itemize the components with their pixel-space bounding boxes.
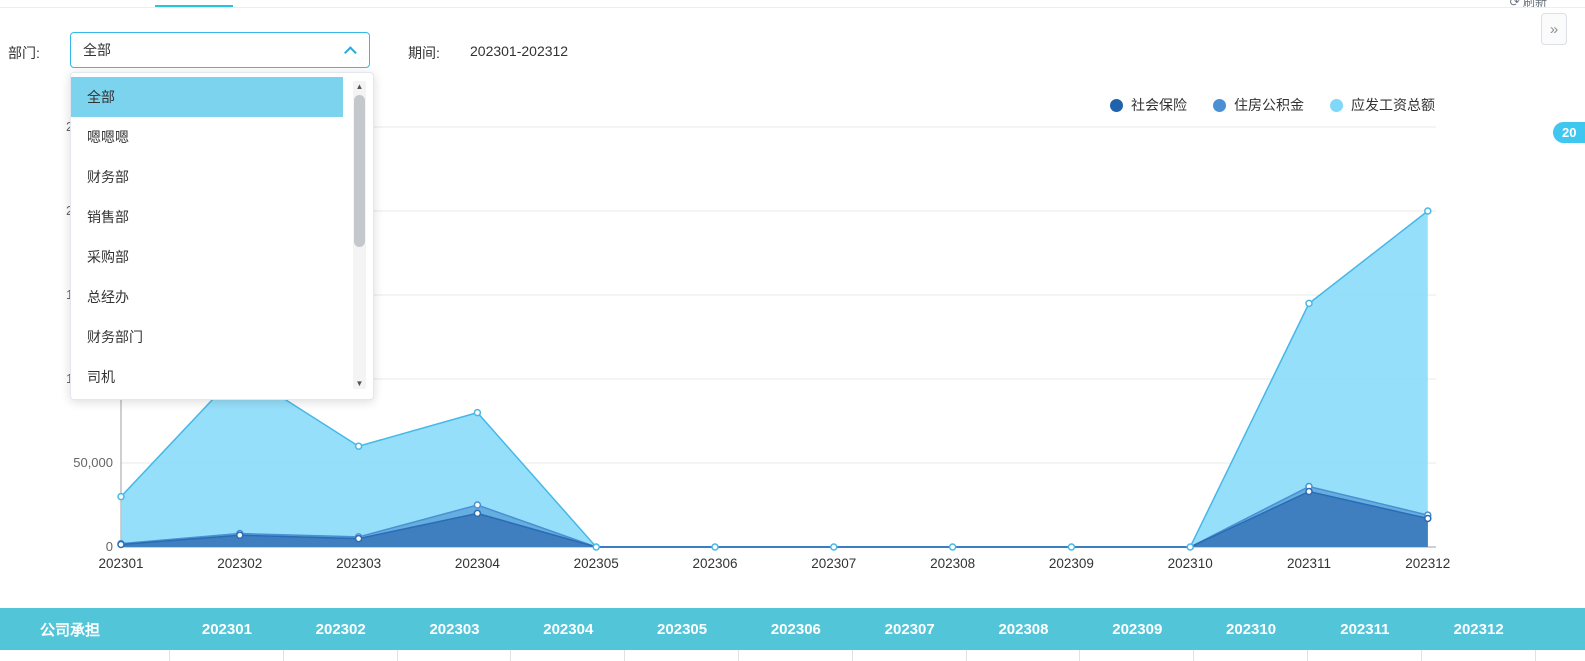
table-header-cell: 202309 [1112,620,1163,638]
svg-text:202311: 202311 [1287,556,1331,571]
dropdown-item-3[interactable]: 销售部 [87,209,129,225]
legend-dot-icon [1213,98,1226,112]
scroll-down-icon[interactable]: ▼ [355,379,364,388]
table-cell [1422,650,1536,661]
side-marker-badge: 20 [1553,122,1585,143]
svg-text:202307: 202307 [811,556,856,571]
table-cell [1080,650,1195,661]
svg-text:202305: 202305 [574,556,619,571]
table-header-cell: 202306 [770,620,821,638]
table-header-cell: 202305 [657,620,708,638]
table-cell [511,650,626,661]
svg-text:202312: 202312 [1405,556,1450,571]
dropdown-item-1[interactable]: 嗯嗯嗯 [87,129,129,145]
period-label: 期间: [408,45,440,61]
svg-text:202308: 202308 [930,556,975,571]
table-header-cell: 202307 [884,620,935,638]
dropdown-scrollbar[interactable]: ▲ ▼ [353,81,366,389]
table-cell [967,650,1081,661]
tab-bar: ⟳ 刷新 [0,0,1585,8]
panel-expand-button[interactable]: » [1541,13,1567,45]
dropdown-item-5[interactable]: 总经办 [87,289,129,305]
table-cell [284,650,398,661]
dropdown-item-2[interactable]: 财务部 [87,169,129,185]
legend-dot-icon [1110,98,1123,112]
chevron-up-icon [344,45,357,59]
table-cell [1308,650,1422,661]
table-header-cell: 202312 [1453,620,1504,638]
table-row-header: 公司承担 [40,621,101,639]
svg-text:202301: 202301 [98,556,143,571]
dropdown-item-6[interactable]: 财务部门 [87,329,143,345]
svg-text:202309: 202309 [1049,556,1094,571]
refresh-button[interactable]: ⟳ 刷新 [1509,0,1547,8]
legend-item-housing-fund[interactable]: 住房公积金 [1213,95,1304,115]
department-dropdown-panel: 全部嗯嗯嗯财务部销售部采购部总经办财务部门司机 ▲ ▼ [70,72,374,400]
svg-text:202302: 202302 [217,556,262,571]
scroll-up-icon[interactable]: ▲ [355,82,364,91]
company-burden-table: 公司承担 202301 202302 202303 202304 202305 20230… [0,608,1585,661]
department-select[interactable]: 全部 [70,32,370,68]
svg-text:50,000: 50,000 [73,455,113,470]
legend-label: 应发工资总额 [1351,97,1435,113]
dropdown-item-4[interactable]: 采购部 [87,249,129,265]
svg-text:202306: 202306 [692,556,737,571]
table-cell [1194,650,1308,661]
department-label: 部门: [8,45,40,61]
table-cell [853,650,967,661]
table-header-cell: 202308 [998,620,1049,638]
legend-label: 住房公积金 [1234,97,1304,113]
table-header-cell: 202301 [201,620,252,638]
legend-label: 社会保险 [1131,97,1187,113]
legend-dot-icon [1330,98,1343,112]
svg-text:202304: 202304 [455,556,501,571]
legend-item-gross-salary[interactable]: 应发工资总额 [1330,95,1435,115]
dropdown-item-0[interactable]: 全部 [71,77,343,117]
table-data-row [0,650,1585,661]
active-tab-indicator[interactable] [155,5,233,7]
svg-text:202303: 202303 [336,556,381,571]
table-cell [0,650,170,661]
table-header-row: 公司承担 202301 202302 202303 202304 202305 20230… [0,608,1585,650]
table-header-cell: 202304 [543,620,594,638]
department-select-value: 全部 [83,42,111,58]
legend-item-social-insurance[interactable]: 社会保险 [1110,95,1187,115]
table-cell [625,650,739,661]
dropdown-item-7[interactable]: 司机 [87,369,115,385]
scrollbar-thumb[interactable] [354,95,365,247]
table-header-cell: 202310 [1226,620,1277,638]
period-value: 202301-202312 [470,43,569,59]
table-header-cell: 202311 [1340,620,1390,638]
department-dropdown-list: 全部嗯嗯嗯财务部销售部采购部总经办财务部门司机 [71,73,373,401]
table-header-cell: 202302 [315,620,366,638]
table-cell [398,650,512,661]
table-header-cell: 202303 [429,620,480,638]
table-cell [170,650,284,661]
table-cell [739,650,853,661]
svg-text:0: 0 [106,539,113,554]
svg-text:202310: 202310 [1168,556,1213,571]
chart-legend: 社会保险 住房公积金 应发工资总额 [1110,95,1435,115]
